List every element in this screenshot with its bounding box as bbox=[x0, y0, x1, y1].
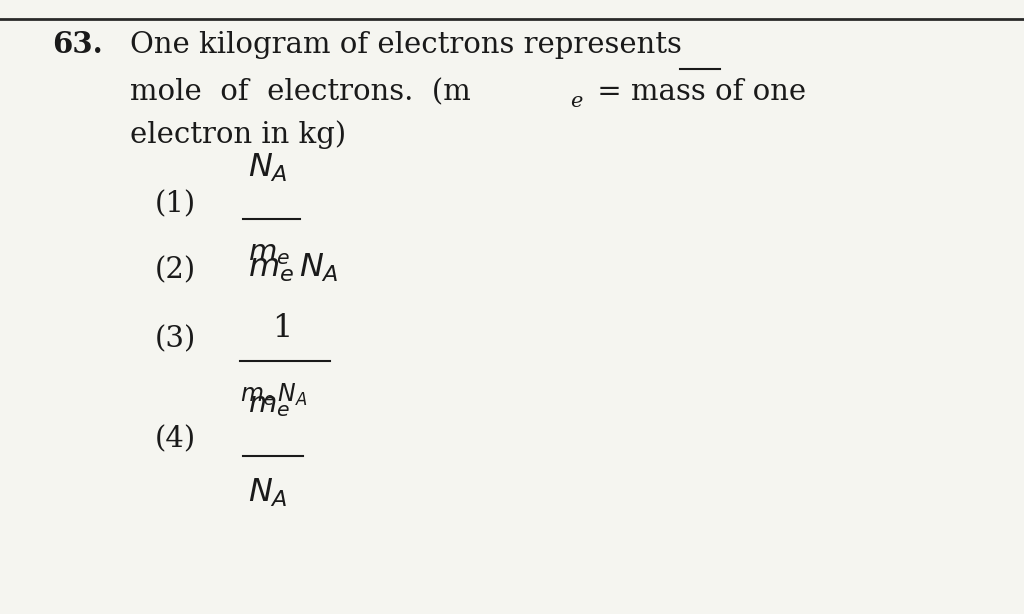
Text: $\mathit{m}_{\mathit{e}}$: $\mathit{m}_{\mathit{e}}$ bbox=[248, 239, 290, 267]
Text: 1: 1 bbox=[272, 313, 292, 344]
Text: (1): (1) bbox=[155, 190, 197, 218]
Text: = mass of one: = mass of one bbox=[588, 78, 806, 106]
Text: e: e bbox=[570, 92, 583, 111]
Text: $\mathit{m}_{\mathit{e}}$: $\mathit{m}_{\mathit{e}}$ bbox=[248, 391, 290, 419]
Text: $\mathit{N}_{\mathit{A}}$: $\mathit{N}_{\mathit{A}}$ bbox=[248, 152, 288, 184]
Text: 63.: 63. bbox=[52, 30, 102, 59]
Text: One kilogram of electrons represents: One kilogram of electrons represents bbox=[130, 31, 682, 59]
Text: (3): (3) bbox=[155, 325, 197, 353]
Text: electron in kg): electron in kg) bbox=[130, 120, 346, 149]
Text: (4): (4) bbox=[155, 425, 197, 453]
Text: (2): (2) bbox=[155, 256, 197, 284]
Text: $\mathit{m}_{\mathit{e}}\,\mathit{N}_{\mathit{A}}$: $\mathit{m}_{\mathit{e}}\,\mathit{N}_{\m… bbox=[240, 382, 307, 408]
Text: mole  of  electrons.  (m: mole of electrons. (m bbox=[130, 78, 471, 106]
Text: $\mathit{m}_{\mathit{e}}\,\mathit{N}_{\mathit{A}}$: $\mathit{m}_{\mathit{e}}\,\mathit{N}_{\m… bbox=[248, 252, 339, 284]
Text: $\mathit{N}_{\mathit{A}}$: $\mathit{N}_{\mathit{A}}$ bbox=[248, 477, 288, 510]
